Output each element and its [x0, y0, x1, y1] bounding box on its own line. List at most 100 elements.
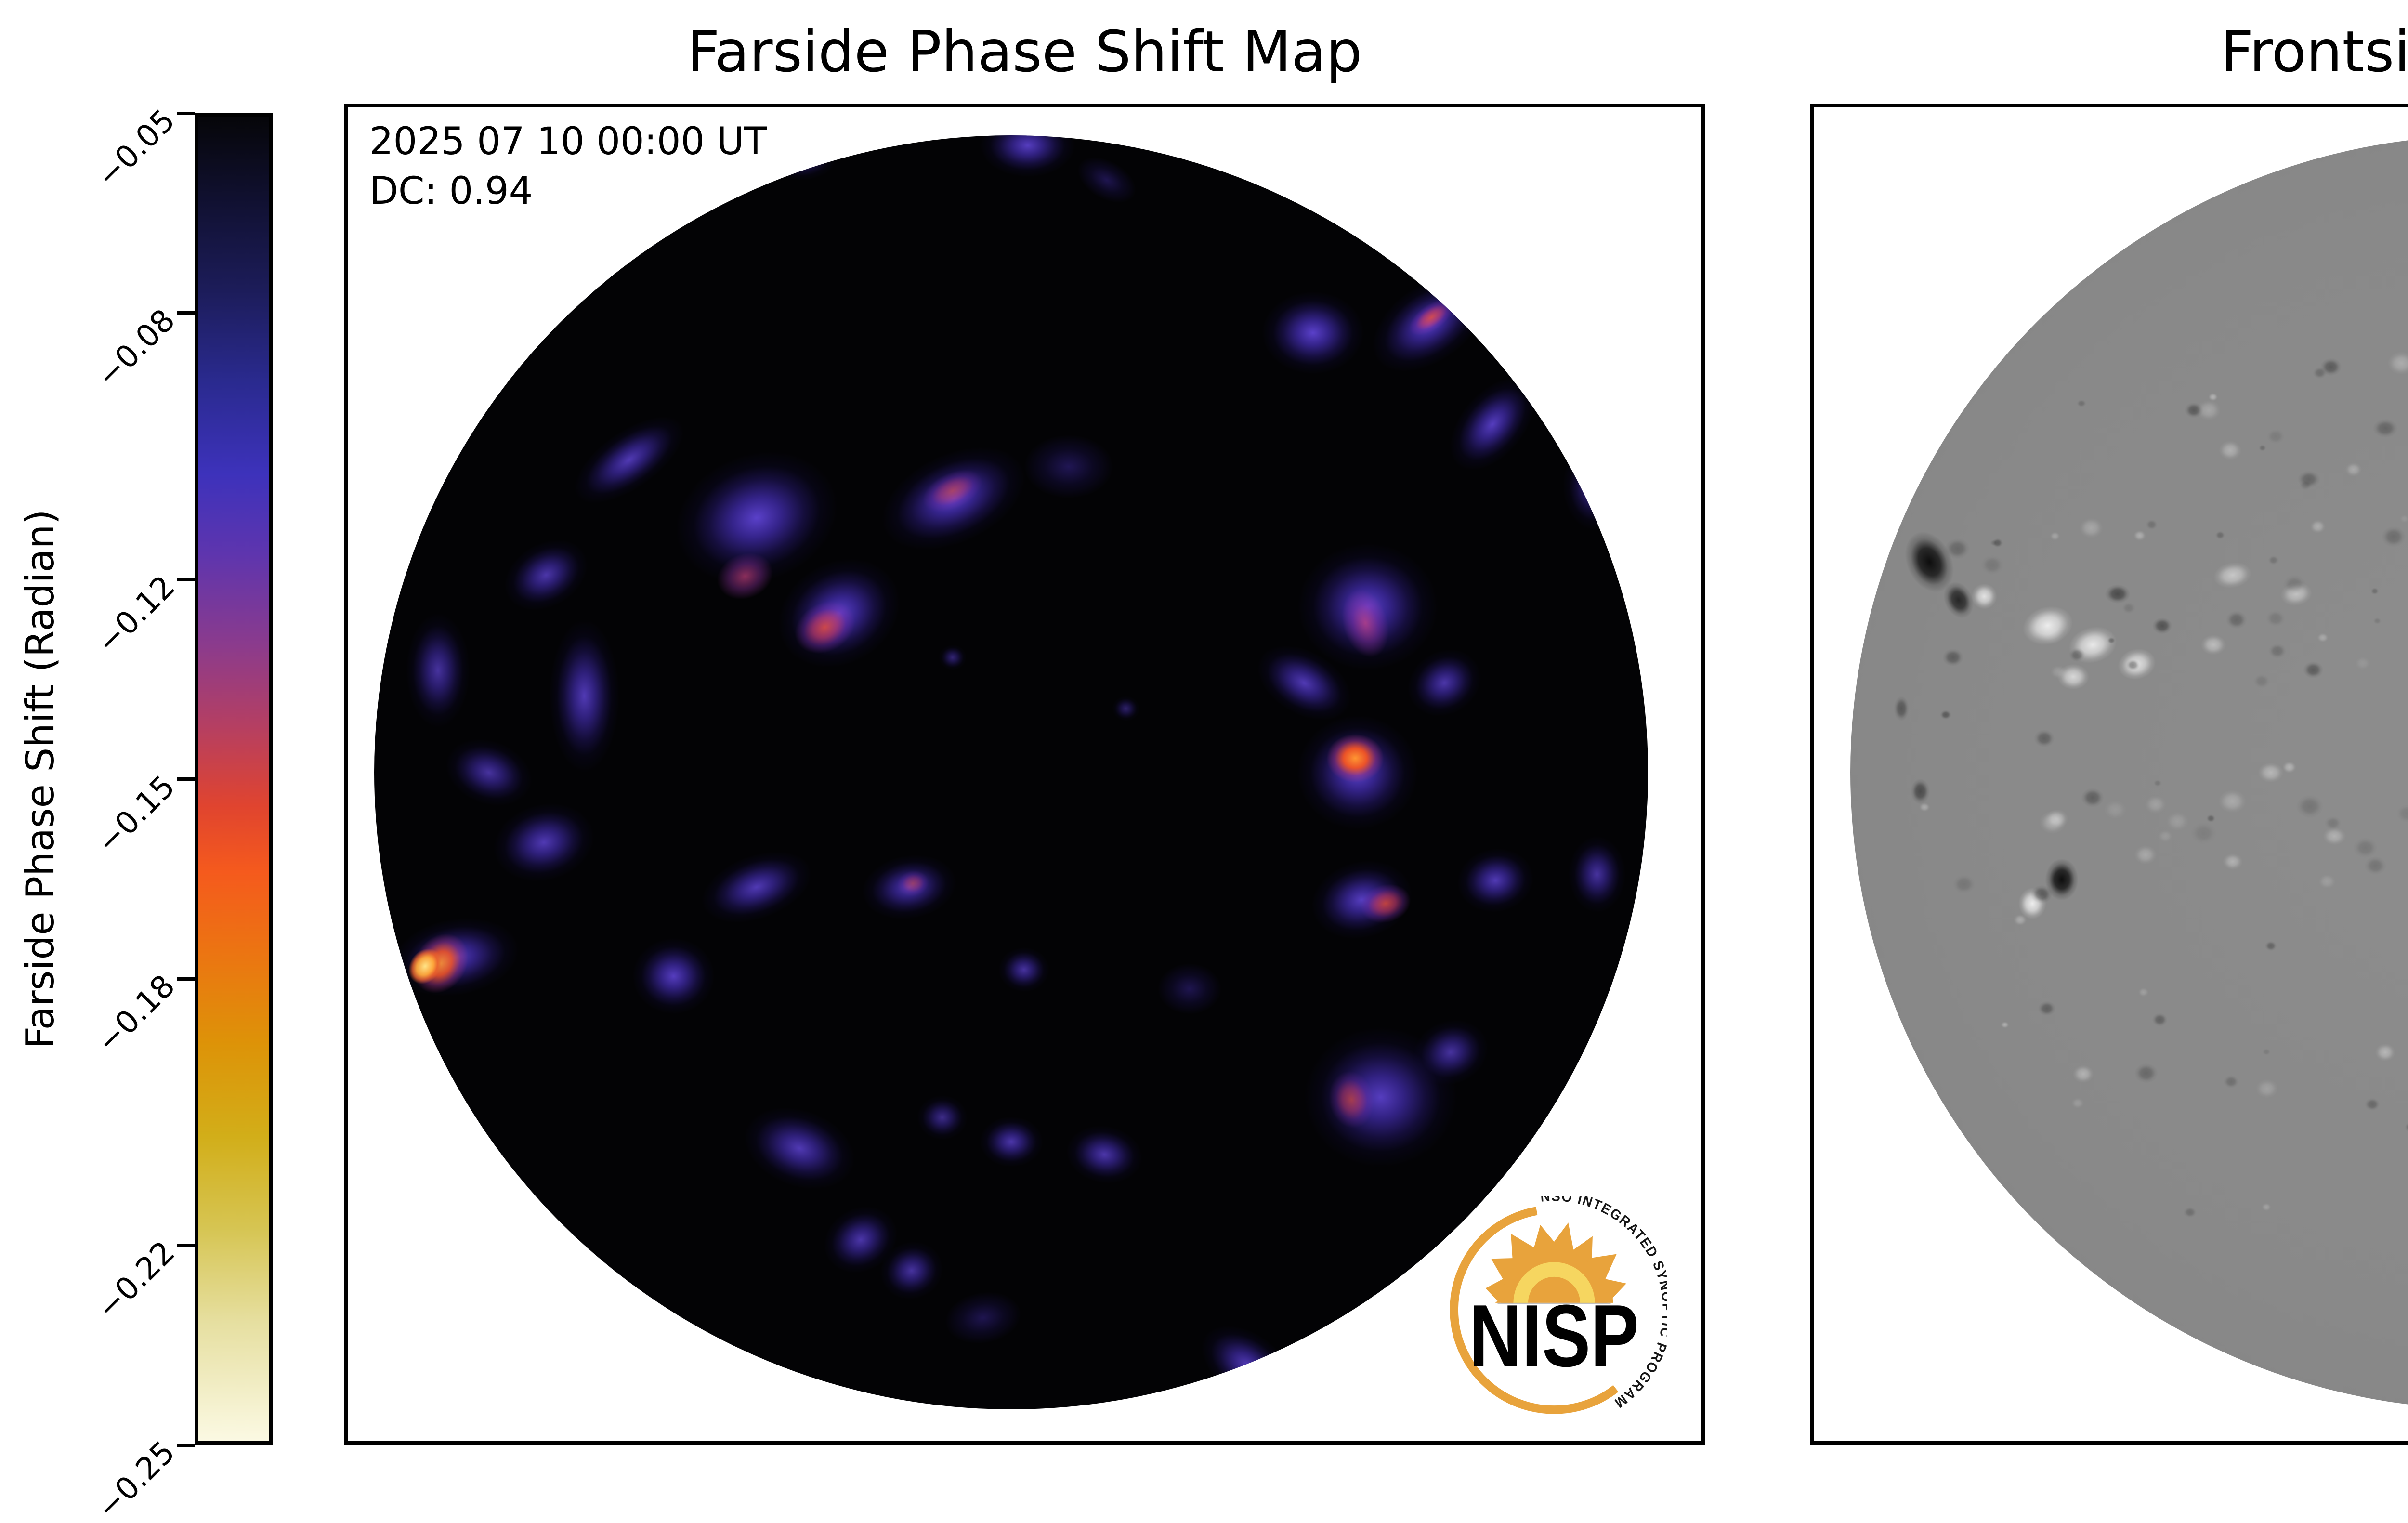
mag-speckle [2310, 520, 2326, 534]
mag-negative-spot [2152, 617, 2173, 634]
farside-blob-purple [1568, 836, 1626, 913]
colorbar-tick [177, 777, 195, 781]
farside-blob-purple [733, 1092, 867, 1204]
mag-speckle [2133, 530, 2146, 541]
mag-speckle [2050, 532, 2060, 541]
mag-positive-spot [2375, 1043, 2396, 1062]
mag-speckle [2353, 837, 2378, 858]
mag-positive-spot [2064, 621, 2120, 669]
colorbar-tick [177, 578, 195, 581]
duty-cycle-label: DC: 0.94 [369, 169, 533, 213]
mag-speckle [2153, 779, 2162, 787]
mag-speckle [2076, 399, 2086, 408]
mag-speckle [2121, 602, 2136, 614]
mag-speckle [2268, 643, 2287, 659]
frontside-disk [1850, 135, 2408, 1409]
mag-positive-spot [2018, 887, 2047, 919]
farside-blob-purple [692, 837, 821, 937]
mag-positive-spot [2057, 664, 2089, 690]
mag-speckle [2072, 1064, 2094, 1083]
mag-speckle [2208, 393, 2218, 401]
mag-speckle [2001, 1021, 2009, 1029]
mag-speckle [2104, 800, 2127, 819]
mag-speckle [1952, 874, 1976, 894]
mag-speckle [1940, 710, 1952, 720]
farside-blob-purple [549, 619, 620, 773]
mag-speckle [2399, 514, 2408, 523]
farside-blob-purple [916, 1095, 968, 1140]
colorbar-tick [177, 311, 195, 315]
farside-blob-indigo [1157, 963, 1221, 1015]
frontside-panel: NISP NSO INTEGRATED SYNOPTIC PROGRAM [1810, 104, 2408, 1445]
mag-speckle [1989, 539, 1998, 547]
mag-speckle [2185, 402, 2203, 419]
farside-panel: 2025 07 10 00:00 UT DC: 0.94 NISP NSO IN… [344, 104, 1705, 1445]
farside-blob-purple [1433, 362, 1552, 487]
farside-blob-purple [1112, 696, 1140, 722]
mag-speckle [2158, 830, 2173, 843]
colorbar-gradient [195, 113, 273, 1445]
farside-blob-purple [632, 938, 715, 1015]
farside-blob-purple [491, 525, 601, 625]
mag-speckle [2050, 665, 2067, 679]
mag-negative-spot [1911, 778, 1930, 804]
farside-blob-purple [1262, 291, 1364, 374]
farside-blob-purple [980, 135, 1076, 178]
mag-speckle [2318, 874, 2336, 889]
farside-panel-title: Farside Phase Shift Map [687, 18, 1362, 85]
mag-speckle [2079, 517, 2103, 538]
mag-speckle [2218, 440, 2242, 460]
colorbar-tick [177, 1443, 195, 1447]
mag-speckle [2388, 352, 2408, 375]
nisp-acronym: NISP [1469, 1287, 1639, 1385]
mag-speckle [2296, 795, 2324, 818]
timestamp-label: 2025 07 10 00:00 UT [369, 120, 767, 163]
farside-blob-purple [484, 792, 603, 893]
farside-blob-purple [1187, 1309, 1307, 1409]
colorbar-tick [177, 977, 195, 981]
mag-speckle [2256, 1079, 2278, 1098]
timestamp-block: 2025 07 10 00:00 UT DC: 0.94 [369, 117, 767, 216]
mag-speckle [1945, 538, 1970, 560]
mag-speckle [2265, 941, 2277, 951]
mag-speckle [2381, 526, 2406, 548]
farside-blob-indigo [1023, 434, 1113, 499]
nisp-logo-svg: NISP NSO INTEGRATED SYNOPTIC PROGRAM [1450, 1188, 1674, 1414]
mag-speckle [2030, 885, 2053, 904]
mag-speckle [1942, 648, 1963, 667]
mag-positive-spot [1971, 584, 1997, 609]
mag-speckle [1919, 802, 1930, 812]
colorbar-axis-label: Farside Phase Shift (Radian) [18, 509, 63, 1049]
mag-negative-spot [2297, 470, 2320, 488]
colorbar-tick [177, 111, 195, 115]
mag-speckle [2324, 815, 2342, 830]
mag-negative-spot [2045, 858, 2079, 901]
colorbar-tick [177, 1243, 195, 1247]
mag-speckle [2317, 632, 2329, 643]
mag-negative-spot [2372, 419, 2398, 438]
mag-speckle [2152, 1013, 2168, 1027]
mag-speckle [2039, 811, 2066, 834]
mag-speckle [2107, 637, 2116, 644]
mag-speckle [2262, 1048, 2271, 1056]
mag-speckle [2283, 575, 2306, 594]
mag-speckle [2313, 367, 2327, 379]
mag-speckle [2266, 429, 2285, 445]
farside-blob-purple [979, 1116, 1043, 1168]
farside-blob-purple [998, 947, 1049, 992]
mag-positive-spot [2200, 634, 2226, 656]
farside-blob-purple [938, 644, 967, 670]
mag-speckle [2196, 400, 2221, 421]
mag-speckle [2183, 1207, 2197, 1218]
mag-speckle [2261, 1202, 2271, 1211]
mag-speckle [2267, 555, 2279, 565]
farside-blob-purple [406, 613, 470, 728]
mag-speckle [2225, 611, 2248, 630]
frontside-panel-title: Frontside Mag Map [2221, 18, 2408, 85]
mag-negative-spot [1893, 696, 1909, 722]
mag-speckle [2071, 1098, 2084, 1108]
mag-speckle [2404, 1122, 2408, 1132]
mag-speckle [2303, 661, 2323, 679]
farside-blob-purple [1562, 441, 1627, 530]
